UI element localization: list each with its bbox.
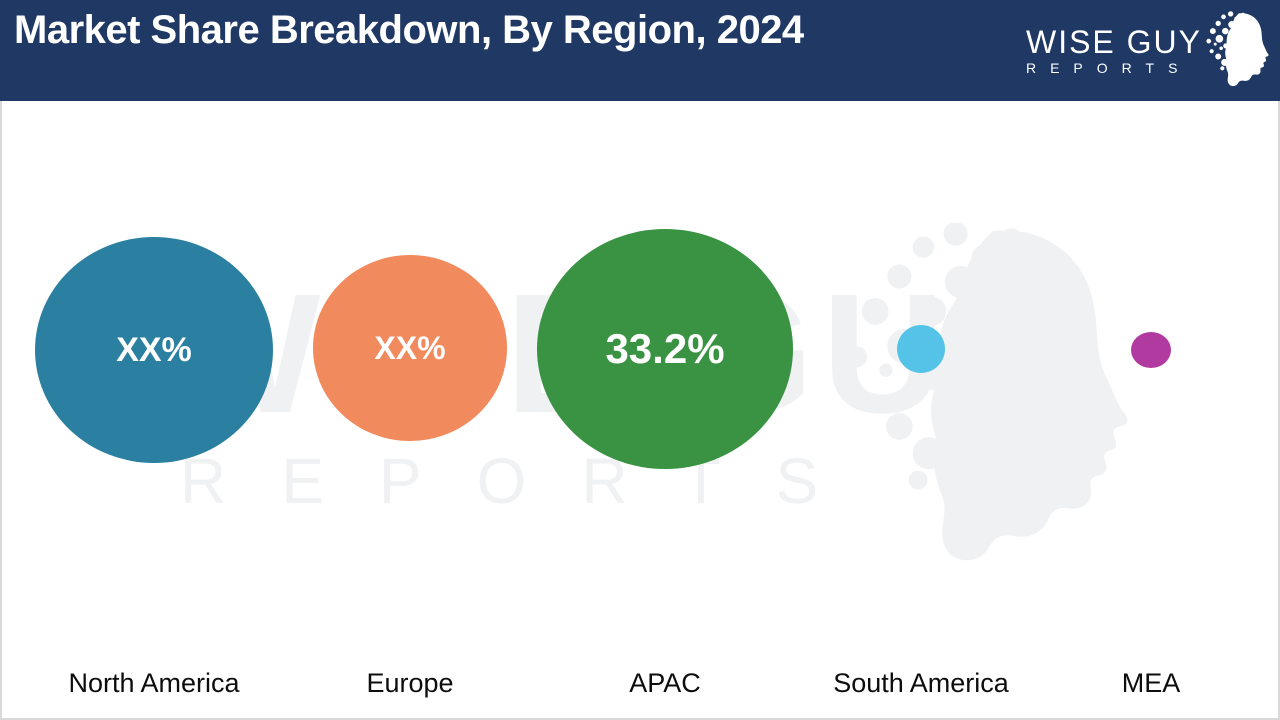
header-bar: Market Share Breakdown, By Region, 2024 …: [0, 0, 1280, 101]
bubble-north-america: XX%: [35, 237, 273, 463]
bubble-europe: XX%: [313, 255, 507, 441]
category-label-europe: Europe: [366, 668, 454, 698]
bubble-south-america: [897, 325, 945, 373]
logo-head-icon: [1204, 6, 1272, 94]
brand-logo: WISE GUY REPORTS: [1026, 4, 1272, 96]
bubble-mea: [1131, 332, 1171, 368]
bubble-value-label-north-america: XX%: [116, 330, 192, 369]
category-label-north-america: North America: [68, 668, 240, 698]
category-label-south-america: South America: [833, 668, 1009, 698]
category-label-apac: APAC: [629, 668, 701, 698]
category-label-mea: MEA: [1121, 668, 1181, 698]
bubble-apac: 33.2%: [537, 229, 793, 469]
logo-text: WISE GUY REPORTS: [1026, 26, 1202, 75]
chart-title: Market Share Breakdown, By Region, 2024: [14, 8, 804, 52]
bubble-value-label-europe: XX%: [374, 329, 446, 366]
logo-subtext: REPORTS: [1025, 59, 1192, 76]
bubble-value-label-apac: 33.2%: [605, 325, 725, 372]
logo-wordmark: WISE GUY: [1025, 23, 1202, 60]
